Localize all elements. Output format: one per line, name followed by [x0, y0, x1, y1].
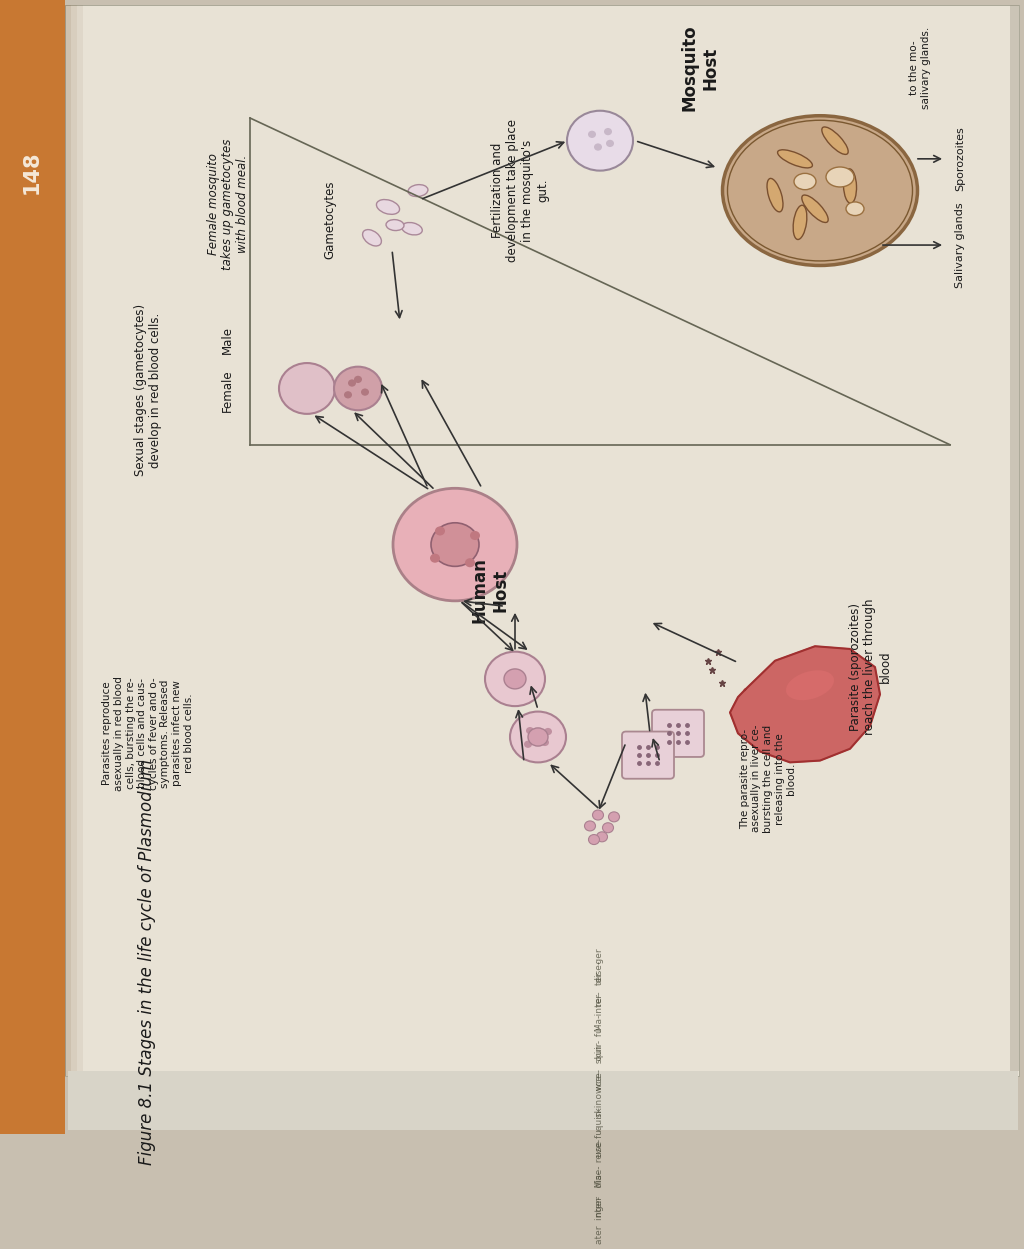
Circle shape	[344, 391, 352, 398]
Ellipse shape	[794, 174, 816, 190]
Ellipse shape	[767, 179, 783, 212]
FancyBboxPatch shape	[65, 5, 1019, 1075]
Ellipse shape	[377, 200, 399, 215]
Circle shape	[510, 712, 566, 762]
Circle shape	[589, 834, 599, 844]
Text: The parasite repro-
asexually in liver ce-
bursting the cell and
releasing into : The parasite repro- asexually in liver c…	[739, 724, 797, 833]
Circle shape	[567, 111, 633, 171]
Ellipse shape	[826, 167, 854, 187]
FancyBboxPatch shape	[65, 5, 71, 1075]
Ellipse shape	[408, 185, 428, 196]
Text: Salivary glands: Salivary glands	[955, 202, 965, 287]
Circle shape	[597, 832, 607, 842]
Text: Gametocytes: Gametocytes	[324, 180, 337, 259]
FancyBboxPatch shape	[77, 5, 83, 1075]
Circle shape	[334, 367, 382, 410]
Circle shape	[279, 363, 335, 413]
Circle shape	[431, 523, 479, 566]
FancyBboxPatch shape	[68, 1070, 1018, 1130]
Circle shape	[361, 388, 369, 396]
Ellipse shape	[822, 127, 848, 155]
FancyBboxPatch shape	[1010, 5, 1019, 1070]
Ellipse shape	[846, 202, 864, 216]
Ellipse shape	[777, 150, 812, 167]
Circle shape	[594, 144, 602, 151]
Ellipse shape	[401, 222, 422, 235]
Circle shape	[524, 741, 532, 748]
Ellipse shape	[386, 220, 404, 231]
Circle shape	[435, 526, 445, 536]
Text: Parasites reproduce
asexually in red blood
cells, bursting the re-
blood cells a: Parasites reproduce asexually in red blo…	[102, 676, 194, 791]
Circle shape	[504, 669, 526, 689]
Text: inter-   dise-   use fu-   skin   wce-   quir-   Ma-   re-   ter   ger: inter- dise- use fu- skin wce- quir- Ma-…	[596, 949, 604, 1220]
Circle shape	[602, 823, 613, 833]
Text: to the mo-
salivary glands.: to the mo- salivary glands.	[909, 27, 931, 109]
Ellipse shape	[723, 116, 918, 266]
FancyBboxPatch shape	[71, 5, 77, 1075]
Ellipse shape	[362, 230, 381, 246]
Circle shape	[606, 140, 614, 147]
Ellipse shape	[802, 195, 828, 222]
Circle shape	[593, 811, 603, 821]
Text: Female: Female	[220, 368, 233, 412]
Circle shape	[528, 728, 548, 746]
Circle shape	[604, 127, 612, 135]
Text: Human
Host: Human Host	[471, 557, 509, 623]
Ellipse shape	[844, 169, 856, 204]
Text: Sporozoites: Sporozoites	[955, 126, 965, 191]
Text: 148: 148	[22, 151, 42, 194]
FancyBboxPatch shape	[652, 709, 705, 757]
Circle shape	[348, 380, 356, 387]
Circle shape	[485, 652, 545, 706]
Text: Fertilization and
development take place
in the mosquito's
gut.: Fertilization and development take place…	[490, 119, 549, 262]
Text: ater   nger   Ma-   reve-   quin-   owce-   skin   fu-   inter-   dise-: ater nger Ma- reve- quin- owce- skin fu-…	[596, 962, 604, 1244]
FancyBboxPatch shape	[0, 0, 65, 1134]
FancyBboxPatch shape	[622, 732, 674, 778]
Ellipse shape	[794, 205, 807, 240]
Circle shape	[465, 558, 475, 567]
Text: Figure 8.1 Stages in the life cycle of Plasmodium: Figure 8.1 Stages in the life cycle of P…	[138, 759, 156, 1165]
Circle shape	[526, 727, 534, 734]
Text: Parasite (sporozoites)
reach the liver through
blood: Parasite (sporozoites) reach the liver t…	[849, 598, 892, 736]
Circle shape	[354, 376, 362, 383]
Circle shape	[470, 531, 480, 540]
Circle shape	[608, 812, 620, 822]
Circle shape	[544, 728, 552, 736]
Polygon shape	[730, 646, 880, 762]
Circle shape	[393, 488, 517, 601]
Circle shape	[588, 131, 596, 137]
Ellipse shape	[786, 671, 834, 701]
Text: Sexual stages (gametocytes)
develop in red blood cells.: Sexual stages (gametocytes) develop in r…	[134, 305, 162, 476]
Circle shape	[430, 553, 440, 563]
Circle shape	[541, 739, 549, 746]
Text: Mosquito
Host: Mosquito Host	[681, 25, 720, 111]
Text: Male: Male	[220, 326, 233, 355]
Text: Female mosquito
takes up gametocytes
with blood meal.: Female mosquito takes up gametocytes wit…	[207, 139, 250, 270]
Circle shape	[585, 821, 596, 831]
